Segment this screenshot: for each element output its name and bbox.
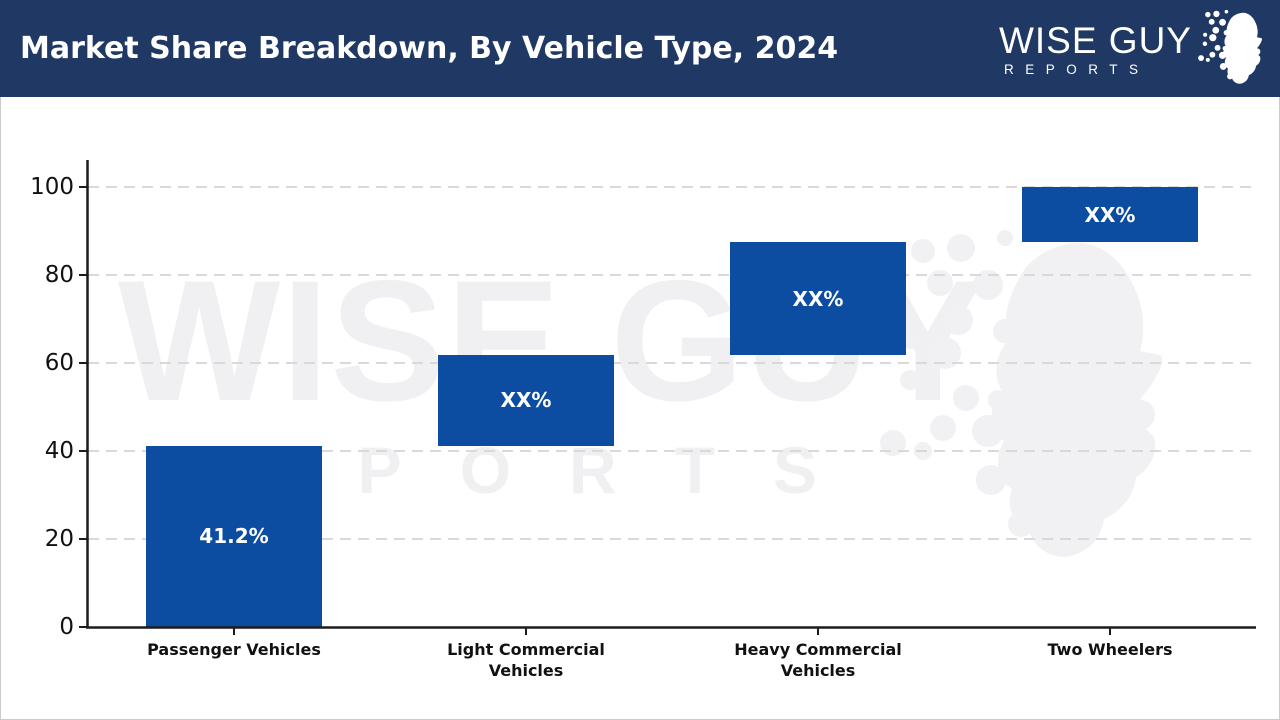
y-tick-label: 0 [59, 614, 74, 640]
y-tick-label: 80 [44, 262, 74, 288]
bar-value-label: XX% [792, 286, 844, 311]
chart-area: WISE GUY REPORTS 41.2% XX% XX% XX% 0 20 40 60 8… [0, 97, 1280, 720]
x-category-label: Light Commercial Vehicles [447, 640, 605, 680]
logo-wordmark: WISE GUY REPORTS [998, 20, 1192, 78]
bar-light-commercial-vehicles: XX% [438, 355, 614, 446]
x-category-label: Two Wheelers [1047, 640, 1173, 659]
bar-two-wheelers: XX% [1022, 187, 1198, 242]
y-tick-label: 20 [44, 526, 74, 552]
bar-value-label: 41.2% [199, 524, 269, 549]
x-category-label: Heavy Commercial Vehicles [734, 640, 902, 680]
bar-passenger-vehicles: 41.2% [146, 445, 322, 627]
bar-heavy-commercial-vehicles: XX% [730, 242, 906, 356]
y-tick-label: 60 [44, 350, 74, 376]
bar-value-label: XX% [1084, 202, 1136, 227]
bar-value-label: XX% [500, 388, 552, 413]
chart-title: Market Share Breakdown, By Vehicle Type,… [20, 31, 839, 66]
watermark-head-icon [880, 230, 1163, 557]
logo-reports-label: REPORTS [1003, 62, 1150, 77]
y-tick-label: 100 [30, 174, 74, 200]
logo-name: WISE GUY [998, 20, 1192, 61]
x-category-label: Passenger Vehicles [147, 640, 321, 659]
logo-head-icon [1198, 9, 1262, 84]
y-tick-label: 40 [44, 438, 74, 464]
header-bar: Market Share Breakdown, By Vehicle Type,… [0, 0, 1280, 97]
